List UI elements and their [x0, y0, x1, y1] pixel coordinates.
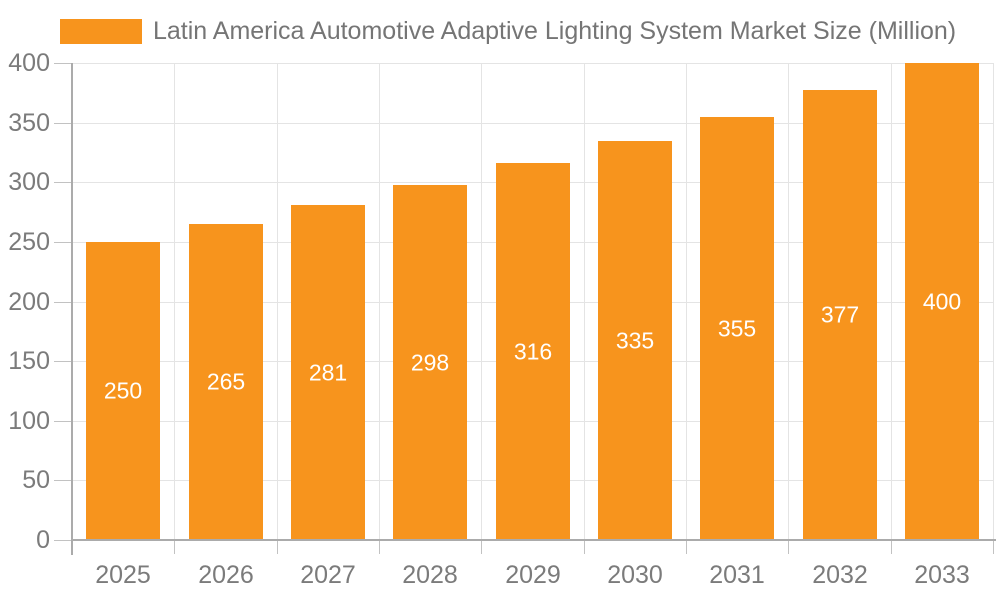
x-axis-label: 2027 [300, 561, 356, 589]
bar: 265 [189, 224, 263, 540]
x-axis-label: 2026 [198, 561, 254, 589]
x-axis-label: 2030 [607, 561, 663, 589]
y-axis-tick [54, 480, 72, 481]
bar: 377 [803, 90, 877, 540]
x-axis-tick [379, 540, 380, 554]
y-axis-tick [54, 242, 72, 243]
bar-value-label: 400 [922, 288, 962, 314]
y-axis-label: 350 [8, 109, 50, 137]
y-axis-tick [54, 361, 72, 362]
y-axis-tick [54, 182, 72, 183]
gridline-vertical [788, 63, 789, 540]
y-axis-label: 50 [22, 466, 50, 494]
bar: 298 [393, 185, 467, 540]
x-axis-label: 2033 [914, 561, 970, 589]
x-axis-tick [174, 540, 175, 554]
y-axis-label: 200 [8, 288, 50, 316]
bar: 250 [86, 242, 160, 540]
x-axis-label: 2029 [505, 561, 561, 589]
bar-value-label: 298 [410, 349, 450, 375]
y-axis-tick [54, 63, 72, 64]
gridline-vertical [379, 63, 380, 540]
y-axis-label: 0 [36, 526, 50, 554]
y-axis-tick [54, 302, 72, 303]
gridline-vertical [584, 63, 585, 540]
x-axis-label: 2032 [812, 561, 868, 589]
legend-swatch-icon [60, 19, 142, 44]
gridline-vertical [174, 63, 175, 540]
gridline-vertical [481, 63, 482, 540]
y-axis-label: 400 [8, 49, 50, 77]
x-axis-tick [584, 540, 585, 554]
x-axis-tick [993, 540, 994, 554]
x-axis-tick [788, 540, 789, 554]
x-axis-label: 2028 [402, 561, 458, 589]
bar-value-label: 265 [206, 368, 246, 395]
x-axis-label: 2025 [95, 561, 151, 589]
y-axis-line [71, 63, 73, 555]
legend-label: Latin America Automotive Adaptive Lighti… [153, 17, 957, 45]
y-axis-label: 100 [8, 407, 50, 435]
x-axis-tick [686, 540, 687, 554]
bar-value-label: 377 [820, 301, 860, 328]
y-axis-tick [54, 540, 72, 541]
bar: 400 [905, 63, 979, 540]
x-axis-label: 2031 [709, 561, 765, 589]
y-axis-label: 250 [8, 228, 50, 256]
y-axis-label: 300 [8, 168, 50, 196]
y-axis-tick [54, 123, 72, 124]
legend-item[interactable]: Latin America Automotive Adaptive Lighti… [60, 17, 956, 46]
bar-value-label: 250 [103, 377, 143, 404]
gridline-horizontal [72, 63, 993, 64]
y-axis-tick [54, 421, 72, 422]
x-axis-tick [891, 540, 892, 554]
bar-value-label: 281 [308, 359, 348, 385]
gridline-horizontal [72, 123, 993, 124]
gridline-vertical [686, 63, 687, 540]
bar: 335 [598, 141, 672, 540]
bar-value-label: 355 [717, 315, 757, 341]
x-axis-line [71, 539, 996, 541]
bar-value-label: 335 [615, 327, 655, 353]
gridline-vertical [993, 63, 994, 540]
bar: 281 [291, 205, 365, 540]
x-axis-tick [481, 540, 482, 554]
y-axis-label: 150 [8, 347, 50, 375]
bar: 316 [496, 163, 570, 540]
bar-value-label: 316 [513, 338, 553, 364]
gridline-vertical [891, 63, 892, 540]
gridline-vertical [277, 63, 278, 540]
x-axis-tick [277, 540, 278, 554]
bar: 355 [700, 117, 774, 540]
